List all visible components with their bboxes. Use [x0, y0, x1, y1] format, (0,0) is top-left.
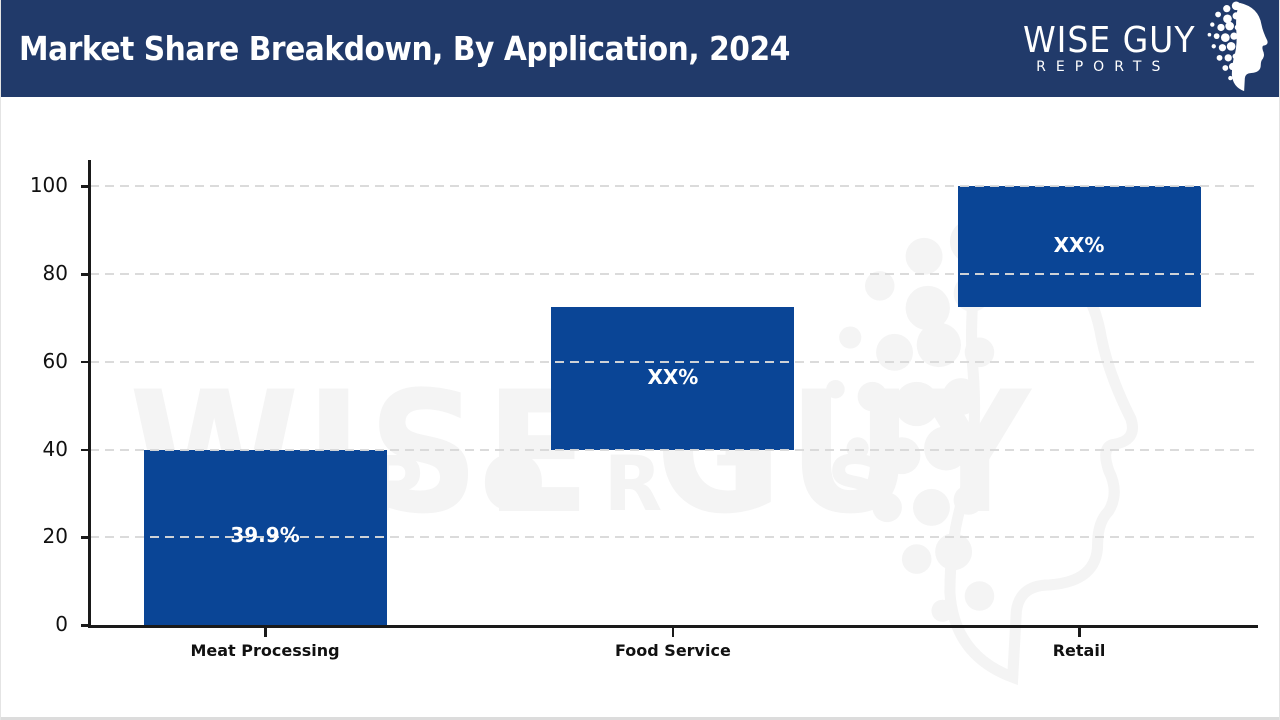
brand-logo: WISE GUY REPORTS: [1008, 0, 1280, 98]
bar-retail: [957, 186, 1201, 308]
y-tick-label-20: 20: [42, 524, 68, 549]
y-tick-label-80: 80: [42, 261, 68, 286]
bar-value-label: 39.9%: [230, 523, 300, 548]
y-tick-20: [81, 536, 90, 539]
y-tick-0: [81, 624, 90, 627]
gridline-100: [90, 185, 1257, 188]
x-axis-line: [88, 625, 1258, 628]
bar-value-label: XX%: [1053, 232, 1105, 257]
brand-subtitle: REPORTS: [1036, 59, 1171, 76]
x-tick-label-1: Food Service: [615, 641, 731, 660]
x-tick-label-0: Meat Processing: [190, 641, 340, 660]
bar-value-label: XX%: [647, 364, 699, 389]
x-tick-0: [264, 628, 267, 637]
y-tick-80: [81, 273, 90, 276]
bottom-border: [1, 717, 1279, 720]
y-tick-100: [81, 185, 90, 188]
bar-food-service: [551, 307, 795, 450]
gridline-40: [90, 448, 1257, 451]
y-tick-label-60: 60: [42, 348, 68, 373]
page-title: Market Share Breakdown, By Application, …: [19, 29, 790, 68]
x-tick-1: [671, 628, 675, 637]
x-tick-label-2: Retail: [1052, 641, 1106, 660]
x-tick-2: [1078, 628, 1081, 637]
gridline-80: [90, 273, 1257, 276]
y-tick-label-100: 100: [29, 173, 68, 198]
y-tick-label-40: 40: [42, 436, 68, 461]
gridline-60: [90, 360, 1257, 363]
brand-logo-text: WISE GUY REPORTS: [1008, 19, 1196, 76]
dotted-head-profile-icon: [1197, 0, 1271, 98]
y-tick-60: [81, 360, 90, 364]
brand-name: WISE GUY: [1022, 19, 1195, 61]
y-axis-line: [88, 160, 91, 628]
y-tick-40: [81, 448, 90, 452]
header-bar: Market Share Breakdown, By Application, …: [1, 0, 1279, 97]
chart-canvas: WISE GUY REPORTS: [1, 97, 1279, 720]
y-tick-label-0: 0: [55, 612, 68, 636]
gridline-20: [90, 536, 1257, 539]
